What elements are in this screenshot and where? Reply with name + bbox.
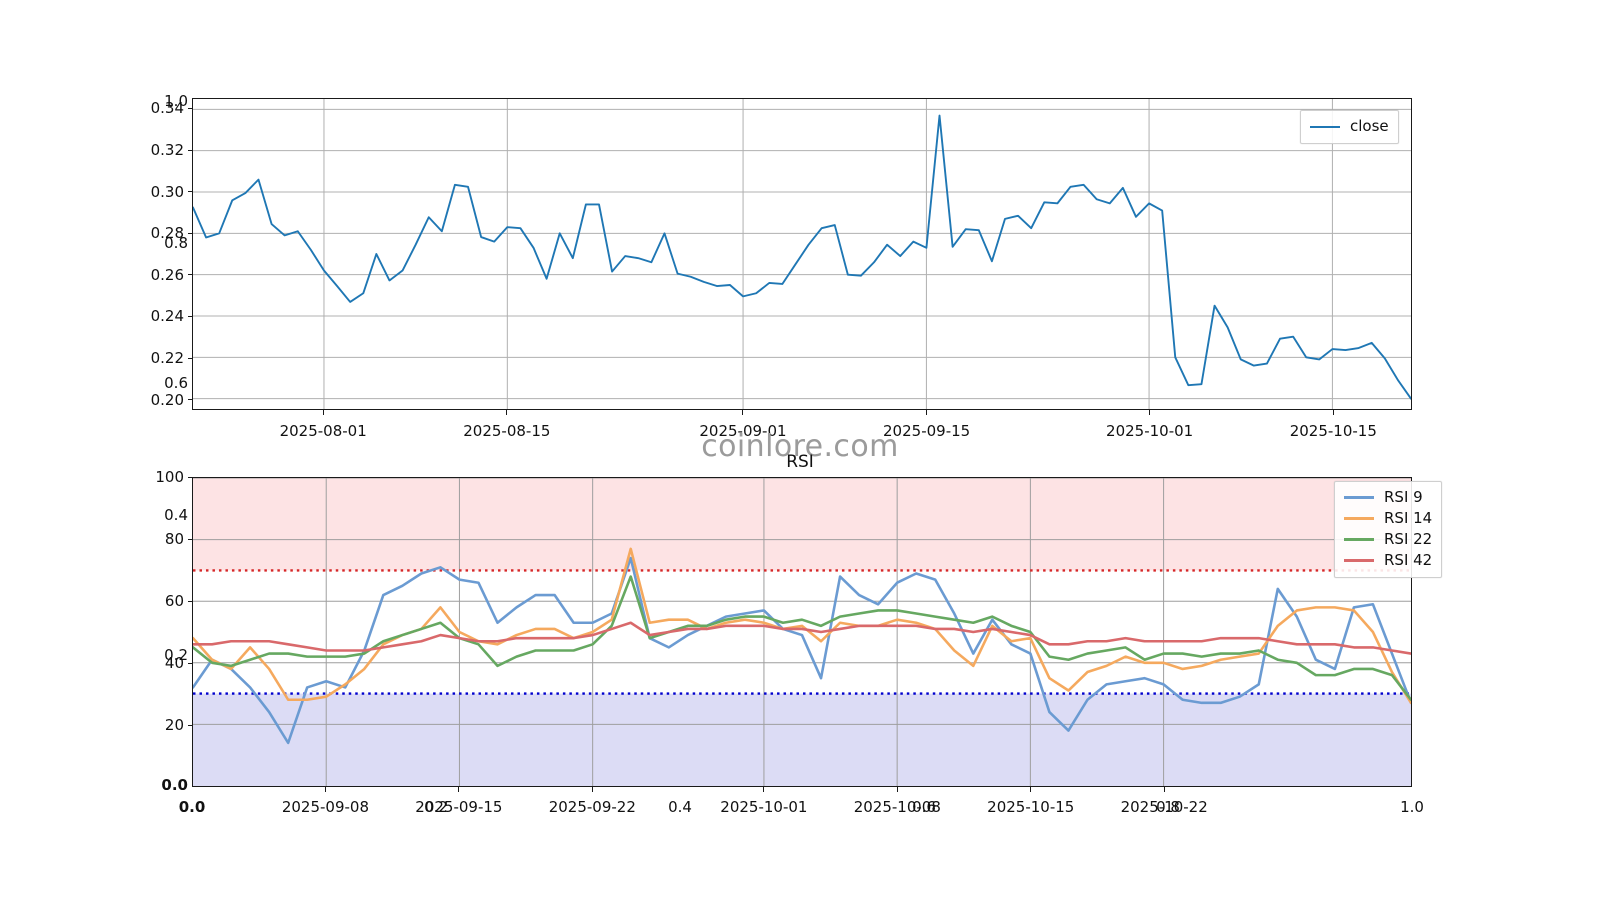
y-tick-label: 20 [164,716,184,734]
legend-swatch-icon [1344,517,1374,520]
x-tick-mark [458,787,460,792]
y-tick-mark [188,724,193,726]
x-tick-label: 2025-10-22 [1120,798,1208,816]
y-tick-mark [188,476,193,478]
rsi-title: RSI [786,452,814,472]
y-tick-label: 40 [164,654,184,672]
legend-item-rsi-14[interactable]: RSI 14 [1344,508,1432,529]
x-tick-label-overlay: 0.8 [1156,798,1180,816]
legend-label: RSI 42 [1384,551,1433,569]
price-legend[interactable]: close [1300,110,1399,144]
watermark: coinlore.com [701,429,899,464]
x-tick-mark [1332,410,1334,415]
legend-swatch-icon [1344,538,1374,541]
x-tick-label-overlay: 1.0 [1400,798,1424,816]
x-tick-mark [322,410,324,415]
y-tick-mark [188,107,193,109]
x-tick-label-overlay: 0.0 [178,798,206,816]
x-tick-label: 2025-09-22 [548,798,636,816]
y-tick-label-overlay: 0.0 [161,776,188,794]
x-tick-label: 2025-09-01 [699,422,787,440]
x-tick-label-overlay: 0.6 [912,798,936,816]
x-tick-mark [591,787,593,792]
y-tick-mark [188,600,193,602]
x-tick-mark [742,410,744,415]
legend-label: close [1350,117,1389,135]
legend-label: RSI 14 [1384,509,1433,527]
x-tick-mark [1030,787,1032,792]
x-tick-mark [763,787,765,792]
x-tick-mark [324,787,326,792]
y-tick-label-overlay: 0.8 [164,234,188,252]
x-tick-label: 2025-09-15 [415,798,503,816]
x-tick-label: 2025-09-08 [281,798,370,816]
y-tick-label-overlay: 0.6 [164,374,188,392]
y-tick-mark [188,538,193,540]
y-tick-label: 0.30 [150,182,184,201]
y-tick-mark [188,357,193,359]
y-tick-label: 0.22 [150,349,184,367]
y-tick-label: 100 [155,468,184,486]
y-tick-label: 0.20 [150,390,184,409]
y-tick-label: 0.26 [150,265,184,284]
y-tick-mark [188,191,193,193]
y-tick-label-overlay: 1.0 [164,92,188,110]
x-tick-label-overlay: 0.2 [424,798,448,816]
legend-item-rsi-9[interactable]: RSI 9 [1344,487,1432,508]
y-tick-label: 0.24 [150,307,184,326]
x-tick-mark [926,410,928,415]
x-tick-label: 2025-10-15 [1289,422,1377,440]
y-tick-label: 0.28 [150,224,184,243]
x-tick-label: 2025-09-15 [883,422,971,440]
y-tick-label-overlay: 0.4 [164,506,188,524]
x-tick-label: 2025-08-01 [279,422,367,440]
x-tick-mark [506,410,508,415]
rsi-plot [193,478,1411,786]
legend-item-rsi-22[interactable]: RSI 22 [1344,529,1432,550]
x-tick-label: 2025-10-01 [720,798,808,816]
legend-label: RSI 9 [1384,488,1423,506]
y-tick-label-overlay: 0.2 [164,646,188,664]
y-tick-label: 0.34 [150,99,184,118]
x-tick-mark [896,787,898,792]
legend-label: RSI 22 [1384,530,1433,548]
price-chart-panel [192,98,1412,410]
legend-item-close[interactable]: close [1310,116,1389,137]
y-tick-mark [188,232,193,234]
legend-swatch-icon [1310,125,1340,128]
y-tick-mark [188,149,193,151]
y-tick-mark [188,662,193,664]
rsi-chart-panel [192,477,1412,787]
y-tick-mark [188,315,193,317]
y-tick-mark [188,274,193,276]
price-plot [193,99,1411,409]
y-tick-label: 0.32 [150,141,184,159]
legend-swatch-icon [1344,559,1374,562]
y-tick-mark [188,399,193,401]
x-tick-label-overlay: 0.4 [668,798,692,816]
y-tick-label: 60 [164,592,184,610]
x-tick-label: 2025-10-15 [987,798,1075,816]
legend-item-rsi-42[interactable]: RSI 42 [1344,550,1432,571]
x-tick-label: 2025-08-15 [463,422,551,440]
x-tick-label: 2025-10-08 [853,798,941,816]
legend-swatch-icon [1344,496,1374,499]
x-tick-mark [1149,410,1151,415]
rsi-legend[interactable]: RSI 9 RSI 14 RSI 22 RSI 42 [1334,481,1443,578]
y-tick-label: 80 [164,530,184,548]
x-tick-mark [1163,787,1165,792]
x-tick-label: 2025-10-01 [1106,422,1194,440]
